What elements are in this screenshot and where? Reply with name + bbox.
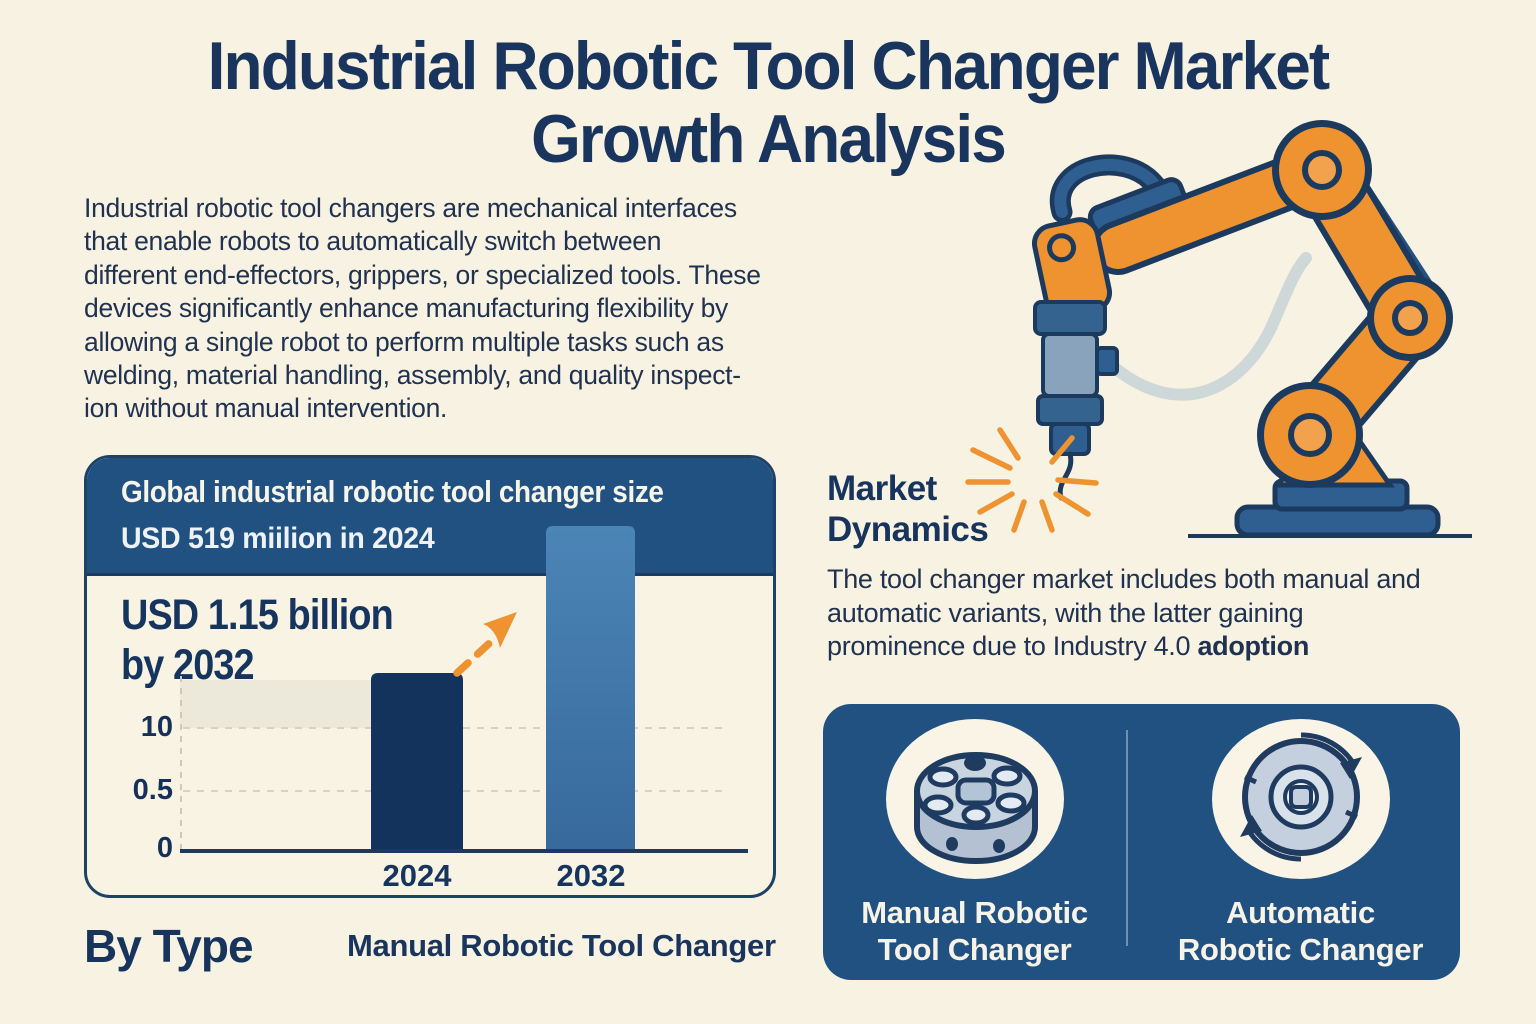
panel-divider bbox=[1126, 730, 1128, 946]
y-tick-0: 0 bbox=[156, 832, 173, 864]
y-tick-10: 10 bbox=[140, 711, 173, 743]
by-type-heading: By Type bbox=[84, 920, 254, 972]
x-label-2024: 2024 bbox=[382, 858, 452, 893]
market-dynamics-body: The tool changer market includes both ma… bbox=[827, 563, 1517, 664]
manual-icon-ellipse bbox=[885, 719, 1064, 879]
intro-paragraph: Industrial robotic tool changers are mec… bbox=[84, 193, 761, 424]
chart-title: Global industrial robotic tool changer s… bbox=[121, 474, 664, 509]
automatic-type-card: Automatic Robotic Changer bbox=[1141, 704, 1460, 980]
tool-changer-types-panel: Manual Robotic Tool Changer Automatic Ro… bbox=[823, 704, 1460, 980]
chart-header-band: Global industrial robotic tool changer s… bbox=[87, 458, 773, 576]
market-dynamics-heading: Market Dynamics bbox=[827, 469, 989, 549]
chart-subtitle-2024-value: USD 519 miilion in 2024 bbox=[121, 522, 435, 555]
page-title: Industrial Robotic Tool Changer Market G… bbox=[207, 28, 1331, 177]
bar-2024 bbox=[371, 673, 463, 851]
by-type-value: Manual Robotic Tool Changer bbox=[347, 928, 776, 963]
wrist-cylinder bbox=[1031, 217, 1113, 319]
y-tick-05: 0.5 bbox=[132, 774, 173, 806]
elbow-joint bbox=[1367, 275, 1453, 361]
weld-sparks-icon bbox=[965, 427, 1099, 533]
automatic-tool-changer-icon bbox=[1239, 732, 1362, 862]
manual-type-label: Manual Robotic Tool Changer bbox=[861, 895, 1088, 967]
wrist-hook bbox=[1054, 158, 1161, 218]
manual-type-card: Manual Robotic Tool Changer bbox=[823, 704, 1126, 980]
market-dynamics-text: The tool changer market includes both ma… bbox=[827, 564, 1421, 661]
market-size-chart-panel: Global industrial robotic tool changer s… bbox=[84, 455, 776, 898]
shoulder-joint bbox=[1272, 120, 1372, 220]
automatic-type-label: Automatic Robotic Changer bbox=[1177, 895, 1424, 967]
base-joint bbox=[1257, 382, 1363, 488]
x-label-2032: 2032 bbox=[556, 858, 626, 893]
robot-arm-illustration bbox=[965, 120, 1472, 538]
bar-2032 bbox=[546, 526, 635, 851]
chart-shadow-band bbox=[180, 680, 372, 728]
growth-arrow-icon bbox=[453, 612, 517, 677]
automatic-icon-ellipse bbox=[1211, 719, 1390, 879]
chart-2032-value: USD 1.15 billion by 2032 bbox=[121, 591, 394, 689]
cable bbox=[1109, 252, 1312, 401]
manual-tool-changer-icon bbox=[913, 752, 1038, 864]
bar-chart bbox=[180, 526, 748, 853]
welding-tool bbox=[1033, 300, 1119, 501]
market-dynamics-bold-word: adoption bbox=[1197, 631, 1310, 661]
